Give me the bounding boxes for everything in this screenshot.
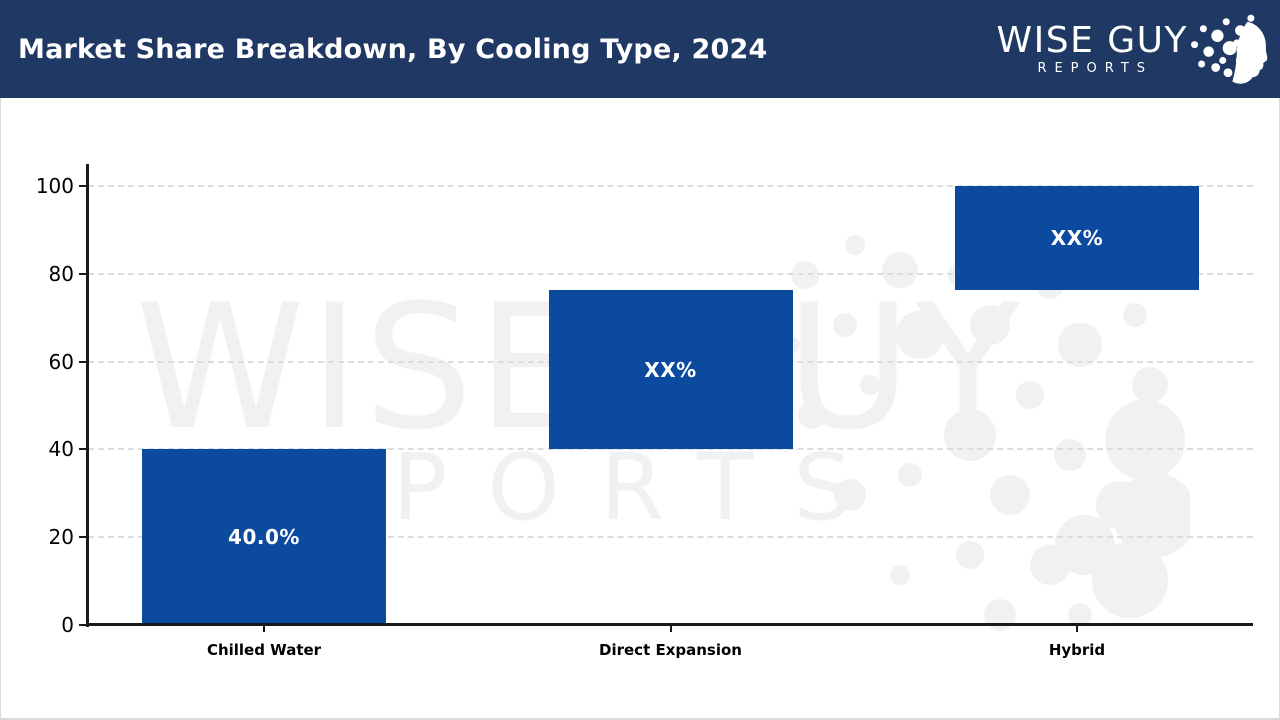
x-tick-mark [1076,624,1078,632]
y-tick-mark [79,185,87,187]
y-tick-label: 0 [61,613,74,637]
y-tick-mark [79,360,87,363]
x-tick-label: Hybrid [1048,641,1106,659]
y-tick-label: 20 [48,525,74,550]
y-tick-mark [79,272,87,275]
y-tick-label: 40 [48,437,74,462]
chart-title: Market Share Breakdown, By Cooling Type,… [18,34,768,65]
wiseguy-logo: WISE GUY REPORTS [997,22,1189,77]
y-axis-line [86,164,89,627]
gridline [88,448,1253,451]
y-tick-label: 100 [35,174,74,198]
gridline [88,272,1253,275]
bar [142,449,386,625]
logo-head-icon [1191,14,1268,84]
bar-value-label: 40.0% [228,525,300,550]
bar-value-label: XX% [644,357,697,382]
logo-subtext: REPORTS [1037,61,1154,76]
y-tick-label: 80 [48,261,74,286]
bar [548,290,793,450]
y-tick-label: 60 [48,349,74,374]
y-tick-mark [79,448,87,451]
y-tick-mark [79,536,87,539]
bar [955,186,1199,291]
y-tick-mark [79,624,87,626]
x-tick-mark [669,624,672,632]
header-banner: Market Share Breakdown, By Cooling Type,… [0,0,1280,98]
bottom-border [0,718,1280,720]
watermark-head-icon [784,235,1190,631]
bar-value-label: XX% [1050,226,1104,251]
x-tick-label: Direct Expansion [599,641,742,659]
x-tick-label: Chilled Water [206,641,322,659]
logo-wordmark: WISE GUY [996,20,1188,61]
gridline [88,536,1253,539]
left-border [0,98,1,720]
gridline [88,185,1253,187]
x-tick-mark [263,624,265,632]
x-axis-line [86,623,1253,626]
